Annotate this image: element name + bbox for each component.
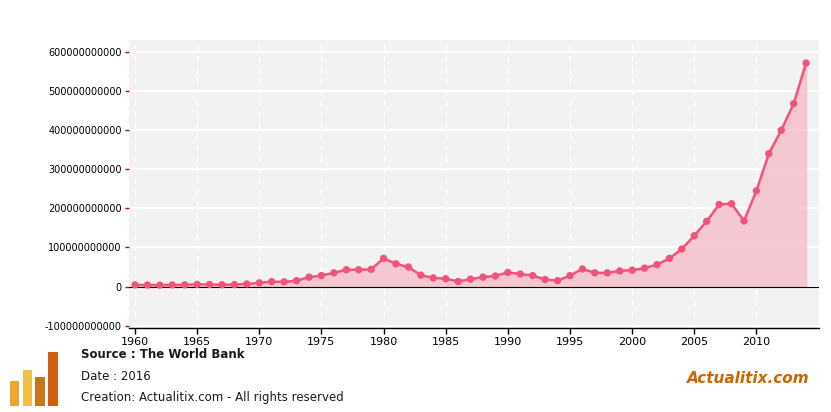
Text: Creation: Actualitix.com - All rights reserved: Creation: Actualitix.com - All rights re…	[81, 391, 344, 404]
Point	[638, 265, 652, 272]
Point	[787, 101, 800, 107]
Point	[737, 218, 750, 224]
Point	[390, 260, 403, 267]
Point	[613, 267, 627, 274]
Point	[352, 267, 366, 273]
Text: Actualitix.com: Actualitix.com	[686, 371, 809, 386]
Point	[165, 282, 179, 288]
Point	[464, 276, 477, 282]
Point	[215, 281, 229, 288]
Point	[228, 281, 241, 288]
Text: Nigeria - GNI (Gross National Income - $): Nigeria - GNI (Gross National Income - $…	[11, 9, 350, 27]
Point	[178, 281, 191, 288]
Point	[340, 267, 353, 273]
Point	[750, 187, 763, 194]
Bar	[10, 381, 19, 405]
Point	[140, 282, 154, 288]
Point	[626, 267, 639, 274]
Point	[526, 272, 539, 279]
Point	[426, 275, 440, 281]
Point	[762, 150, 775, 157]
Point	[128, 281, 141, 288]
Point	[190, 281, 204, 288]
Point	[712, 201, 725, 208]
Point	[700, 218, 713, 225]
Point	[576, 266, 589, 272]
Point	[489, 273, 502, 279]
Point	[401, 264, 415, 270]
Point	[240, 281, 253, 287]
Point	[203, 281, 216, 288]
Point	[476, 274, 489, 281]
Point	[675, 246, 688, 252]
Point	[439, 275, 452, 282]
Point	[514, 271, 527, 277]
Point	[414, 272, 427, 279]
Point	[327, 269, 341, 276]
Point	[302, 274, 316, 281]
Point	[315, 272, 328, 279]
Point	[538, 276, 552, 283]
Point	[663, 255, 676, 262]
Point	[153, 282, 166, 288]
Bar	[36, 377, 45, 405]
Bar	[48, 351, 57, 405]
Point	[501, 269, 514, 276]
Point	[601, 269, 614, 276]
Text: Date : 2016: Date : 2016	[81, 370, 151, 383]
Point	[563, 272, 577, 279]
Text: Source : The World Bank: Source : The World Bank	[81, 348, 245, 360]
Bar	[22, 370, 32, 405]
Point	[774, 127, 788, 133]
Point	[551, 277, 564, 284]
Point	[365, 266, 378, 273]
Point	[651, 261, 664, 268]
Point	[588, 269, 602, 276]
Point	[278, 279, 291, 285]
Point	[725, 200, 738, 207]
Point	[253, 279, 266, 286]
Point	[687, 232, 701, 239]
Point	[265, 279, 278, 285]
Point	[799, 60, 813, 66]
Point	[451, 278, 465, 285]
Point	[290, 277, 303, 284]
Point	[377, 255, 391, 262]
